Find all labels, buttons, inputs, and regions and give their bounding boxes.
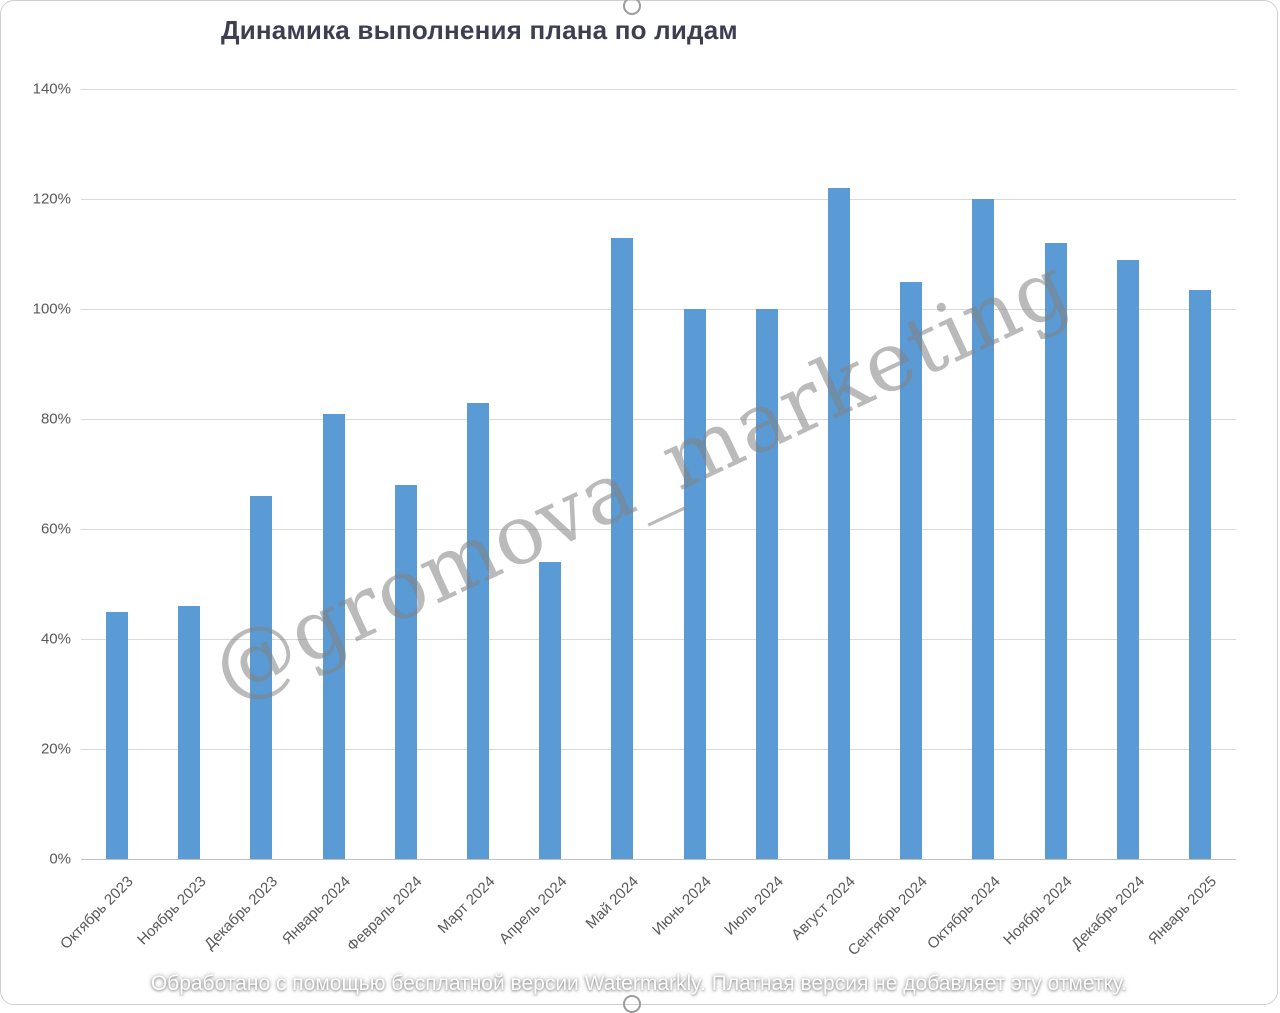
bar (900, 281, 923, 859)
y-tick-label: 80% (40, 410, 71, 428)
x-tick-label: Январь 2025 (1145, 873, 1220, 948)
y-tick-label: 120% (32, 190, 71, 208)
gridline (81, 639, 1236, 640)
gridline (81, 89, 1236, 90)
bar (1044, 243, 1067, 859)
bar (178, 606, 201, 859)
bar (250, 496, 273, 859)
bar (322, 413, 345, 859)
x-tick-label: Ноябрь 2023 (133, 873, 210, 949)
y-tick-label: 20% (40, 740, 71, 758)
x-tick-label: Октябрь 2024 (923, 873, 1004, 953)
watermark-circle-icon (623, 0, 641, 15)
bar (611, 237, 634, 859)
y-tick-label: 100% (32, 300, 71, 318)
x-tick-label: Март 2024 (434, 873, 499, 937)
watermarkly-footer-text: Обработано с помощью бесплатной версии W… (150, 972, 1128, 995)
y-tick-label: 0% (49, 850, 71, 868)
y-tick-label: 60% (40, 520, 71, 538)
x-tick-label: Май 2024 (583, 873, 643, 933)
gridline (81, 419, 1236, 420)
y-axis-tick-labels: 0% 20% 40% 60% 80% 100% 120% 140% (1, 81, 71, 868)
y-tick-label: 140% (32, 80, 71, 98)
x-tick-label: Январь 2024 (278, 873, 354, 948)
bar (467, 402, 490, 859)
x-tick-label: Декабрь 2023 (201, 873, 282, 953)
gridline (81, 749, 1236, 750)
watermark-circle-icon (623, 995, 641, 1013)
bar (755, 309, 778, 859)
bar (1188, 289, 1211, 859)
bar (827, 188, 850, 859)
bar (972, 199, 995, 859)
bar (539, 562, 562, 859)
x-tick-label: Сентябрь 2024 (845, 873, 932, 960)
x-tick-label: Июль 2024 (721, 873, 787, 939)
bar (106, 611, 129, 859)
gridline (81, 309, 1236, 310)
gridline (81, 529, 1236, 530)
x-tick-label: Декабрь 2024 (1067, 873, 1148, 953)
x-tick-label: Ноябрь 2024 (1000, 873, 1076, 949)
x-tick-label: Август 2024 (788, 873, 859, 944)
x-tick-label: Апрель 2024 (495, 873, 571, 948)
gridline (81, 859, 1236, 860)
gridline (81, 199, 1236, 200)
plot-area (81, 89, 1236, 860)
x-tick-label: Октябрь 2023 (57, 873, 138, 953)
bar (1116, 259, 1139, 859)
x-tick-label: Июнь 2024 (649, 873, 715, 939)
x-tick-label: Февраль 2024 (344, 873, 426, 955)
chart-title: Динамика выполнения плана по лидам (221, 15, 738, 45)
y-tick-label: 40% (40, 630, 71, 648)
bar (394, 485, 417, 859)
bar (683, 309, 706, 859)
